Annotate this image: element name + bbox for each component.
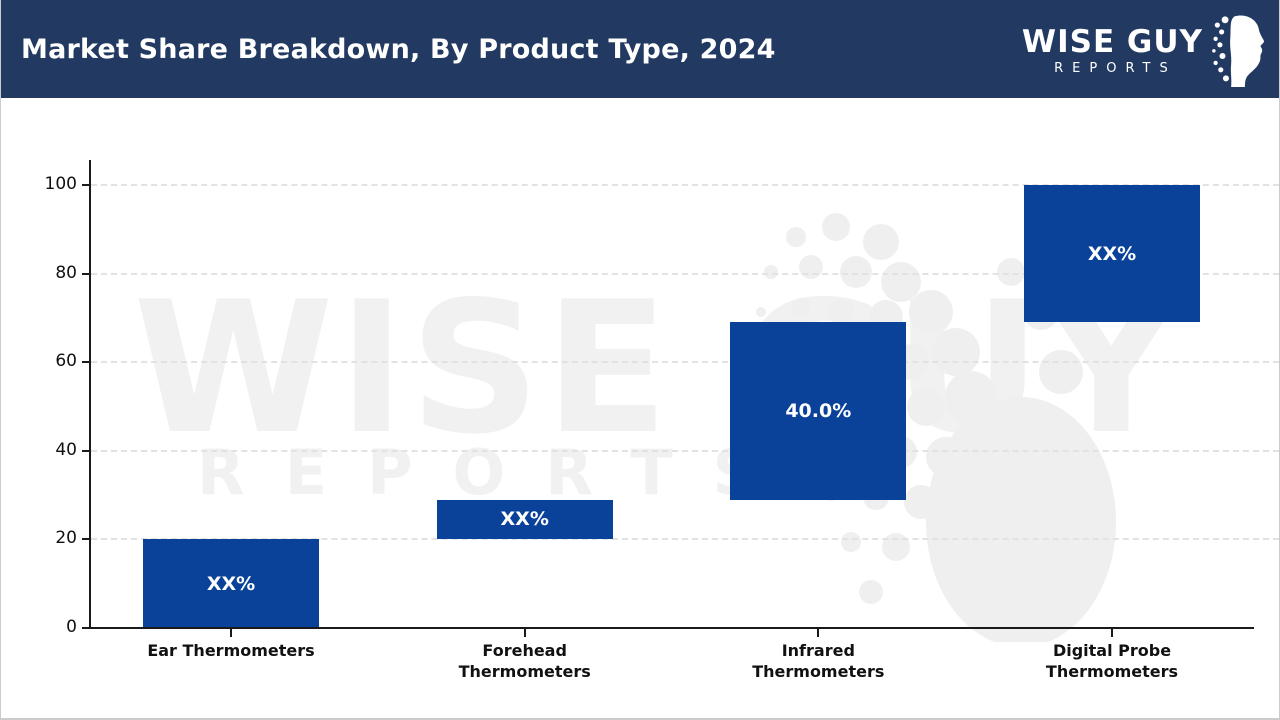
wise-guy-reports-logo: WISE GUY REPORTS: [1022, 6, 1269, 94]
x-tick-mark-infrared-thermometers: [817, 629, 820, 637]
y-tick-mark-100: [82, 184, 90, 186]
logo-text: WISE GUY REPORTS: [1022, 24, 1203, 76]
x-axis-line: [89, 627, 1254, 629]
x-tick-mark-forehead-thermometers: [523, 629, 526, 637]
chart-title: Market Share Breakdown, By Product Type,…: [21, 33, 776, 65]
y-tick-label-0: 0: [66, 617, 77, 637]
y-tick-label-100: 100: [44, 174, 77, 194]
bar-forehead-thermometers: XX%: [436, 499, 613, 540]
watermark-reports-text: REPORTS: [197, 436, 798, 509]
header-banner: Market Share Breakdown, By Product Type,…: [1, 0, 1279, 98]
bar-value-label: XX%: [1087, 242, 1137, 265]
y-tick-mark-80: [82, 272, 90, 275]
x-label-forehead-thermometers: Forehead Thermometers: [458, 641, 591, 681]
x-label-infrared-thermometers: Infrared Thermometers: [752, 641, 885, 681]
bar-infrared-thermometers: 40.0%: [730, 322, 907, 500]
y-axis-line: [89, 160, 91, 628]
bar-value-label: XX%: [500, 508, 549, 531]
y-tick-label-40: 40: [55, 439, 77, 460]
gridline-80: [91, 272, 1279, 275]
x-tick-mark-ear-thermometers: [230, 629, 232, 637]
logo-wiseguy-text: WISE GUY: [1021, 24, 1203, 60]
logo-face-icon: [1212, 15, 1264, 88]
gridline-60: [91, 361, 1279, 364]
gridline-20: [91, 538, 1279, 541]
y-tick-mark-40: [82, 449, 90, 452]
logo-reports-text: REPORTS: [1054, 61, 1177, 76]
x-label-digital-probe-thermometers: Digital Probe Thermometers: [1045, 641, 1179, 681]
gridline-100: [91, 184, 1279, 186]
y-tick-mark-20: [82, 538, 90, 541]
bar-digital-probe-thermometers: XX%: [1024, 185, 1200, 323]
bar-value-label: XX%: [206, 572, 256, 595]
y-tick-mark-60: [82, 361, 90, 364]
y-tick-label-20: 20: [55, 528, 77, 549]
y-tick-label-60: 60: [55, 351, 77, 372]
gridline-40: [91, 449, 1279, 452]
y-tick-mark-0: [82, 627, 90, 629]
x-tick-mark-digital-probe-thermometers: [1111, 629, 1113, 637]
bar-value-label: 40.0%: [785, 399, 852, 422]
bar-ear-thermometers: XX%: [143, 539, 319, 628]
x-label-ear-thermometers: Ear Thermometers: [147, 641, 315, 660]
y-tick-label-80: 80: [55, 262, 77, 283]
